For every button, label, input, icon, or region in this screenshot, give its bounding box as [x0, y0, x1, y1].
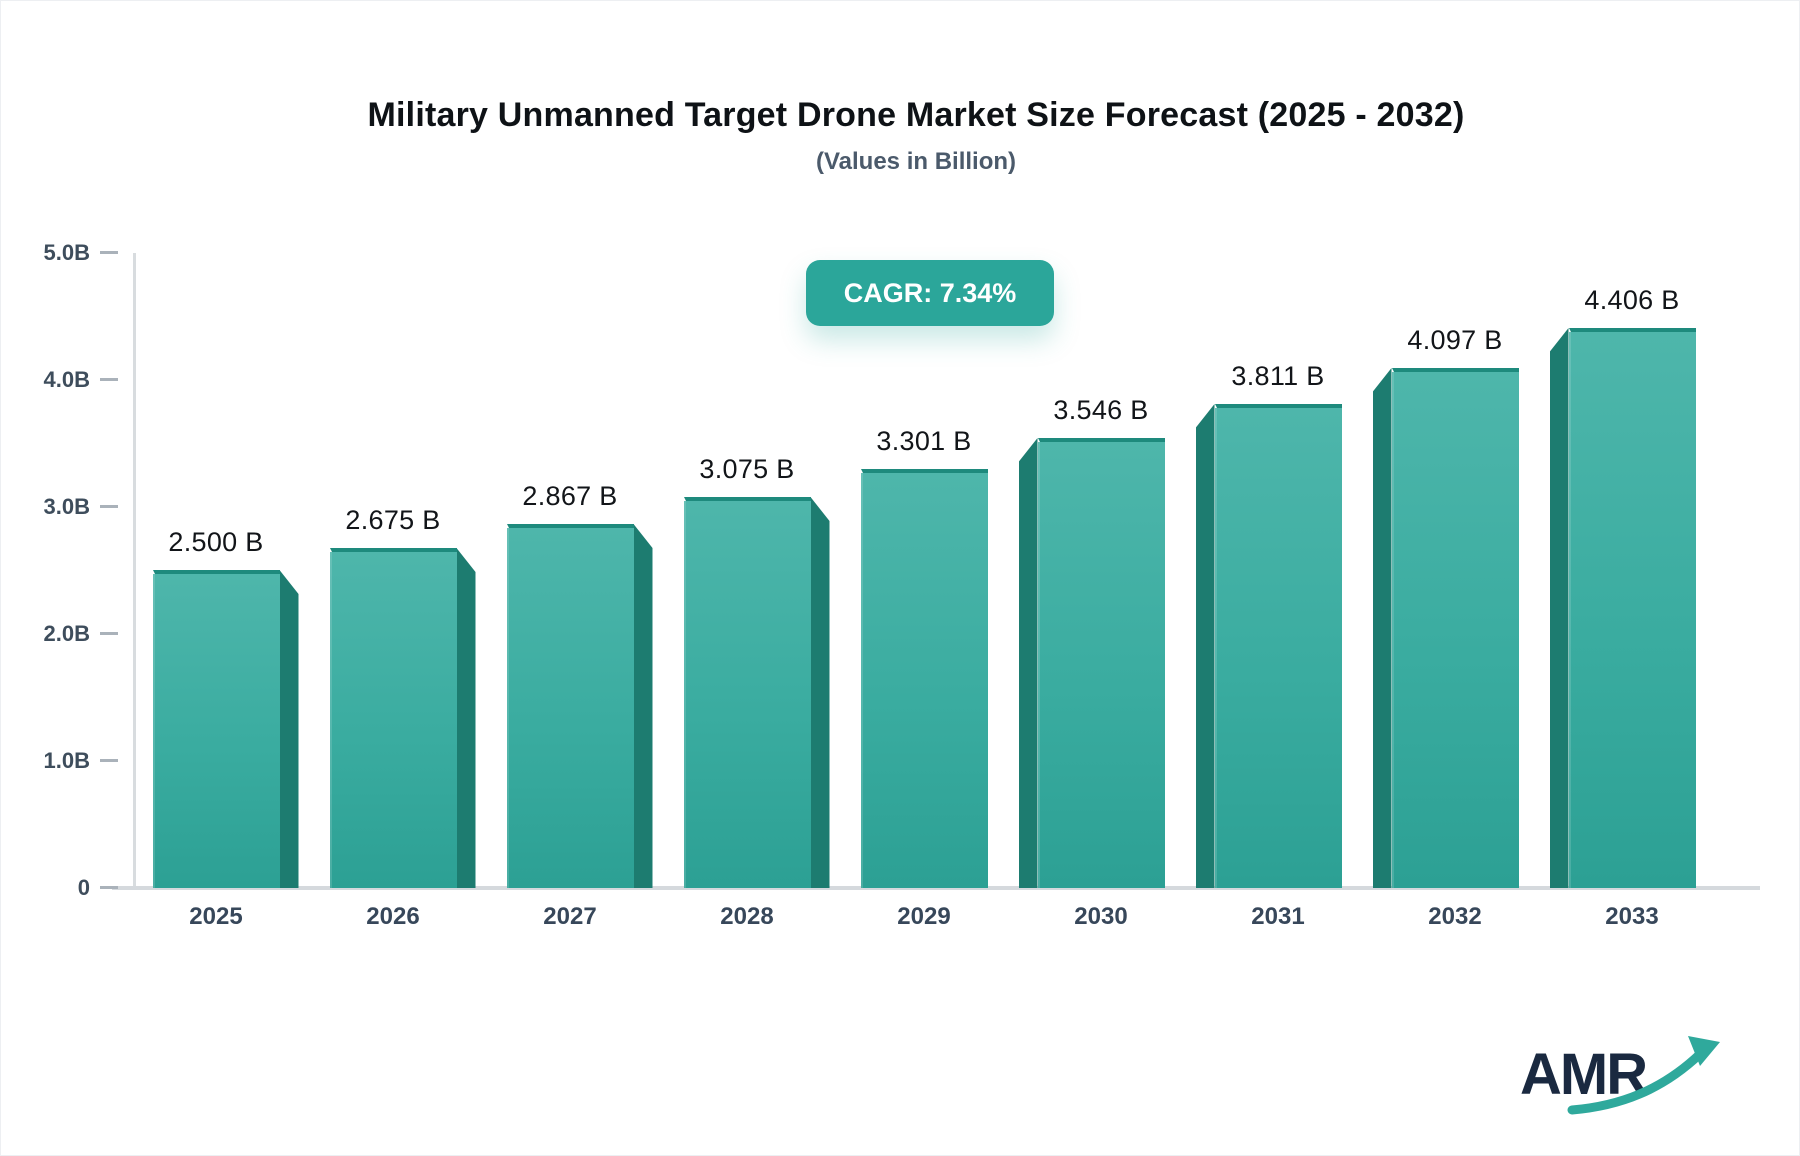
bar-2033: 4.406 B: [133, 253, 1745, 888]
bar-face: [329, 548, 457, 888]
cagr-badge: CAGR: 7.34%: [806, 260, 1054, 326]
bar-side: [456, 548, 476, 888]
bar-face: [683, 497, 811, 888]
y-tick-label: 0: [77, 875, 90, 900]
bar-side: [1549, 328, 1569, 888]
y-tick-label: 3.0B: [43, 494, 90, 519]
y-axis-line: [133, 253, 136, 890]
bar-face: [1568, 328, 1696, 888]
bar-side: [810, 497, 830, 888]
growth-arrow-icon: [1567, 1036, 1720, 1115]
bar-2025: 2.500 B: [133, 253, 1745, 888]
bar-2029: 3.301 B: [133, 253, 1745, 888]
bar-side: [279, 570, 299, 888]
bar-side: [633, 524, 653, 888]
x-axis-label: 2026: [366, 903, 420, 930]
bar-value-label: 2.867 B: [522, 481, 618, 511]
y-tick-label: 1.0B: [43, 748, 90, 773]
amr-logo: AMR: [1520, 1036, 1720, 1115]
y-tick-dash: [100, 632, 118, 635]
bar-side: [1372, 368, 1392, 888]
y-tick-label: 4.0B: [43, 367, 90, 392]
y-tick-dash: [100, 759, 118, 762]
bar-2026: 2.675 B: [133, 253, 1745, 888]
bar-side: [1195, 404, 1215, 888]
x-axis-label: 2025: [189, 903, 243, 930]
x-axis-label: 2033: [1605, 903, 1659, 930]
bar-2031: 3.811 B: [133, 253, 1745, 888]
bar-2028: 3.075 B: [133, 253, 1745, 888]
x-axis-label: 2032: [1428, 903, 1482, 930]
bar-value-label: 2.500 B: [168, 527, 264, 557]
plot-area: 2.500 B 2.675 B 2.867 B 3.075 B 3.301 B 3.546…: [133, 253, 1745, 888]
bar-face: [860, 469, 988, 888]
y-tick-dash: [100, 251, 118, 254]
bar-value-label: 2.675 B: [345, 505, 441, 535]
y-tick-dash: [100, 378, 118, 381]
y-tick-label: 2.0B: [43, 621, 90, 646]
bar-face: [1214, 404, 1342, 888]
bar-2030: 3.546 B: [133, 253, 1745, 888]
bar-value-label: 3.301 B: [876, 426, 972, 456]
x-axis-label: 2027: [543, 903, 597, 930]
bar-value-label: 4.406 B: [1584, 285, 1680, 315]
chart-subtitle: (Values in Billion): [815, 148, 1017, 175]
y-tick-dash: [100, 886, 118, 889]
bar-face: [506, 524, 634, 888]
bar-value-label: 4.097 B: [1407, 325, 1503, 355]
bar-face: [1391, 368, 1519, 888]
bar-value-label: 3.811 B: [1231, 361, 1325, 391]
x-axis-label: 2029: [897, 903, 951, 930]
bar-value-label: 3.075 B: [699, 454, 795, 484]
bar-2027: 2.867 B: [133, 253, 1745, 888]
bar-face: [152, 570, 280, 888]
bar-2032: 4.097 B: [133, 253, 1745, 888]
x-axis-label: 2028: [720, 903, 774, 930]
chart-title: Military Unmanned Target Drone Market Si…: [367, 96, 1465, 134]
y-tick-dash: [100, 505, 118, 508]
x-axis-label: 2031: [1251, 903, 1305, 930]
y-tick-label: 5.0B: [43, 240, 90, 265]
x-axis-line: [112, 886, 1760, 890]
bar-face: [1037, 438, 1165, 888]
x-axis-label: 2030: [1074, 903, 1128, 930]
bar-side: [1018, 438, 1038, 888]
bar-value-label: 3.546 B: [1053, 395, 1149, 425]
